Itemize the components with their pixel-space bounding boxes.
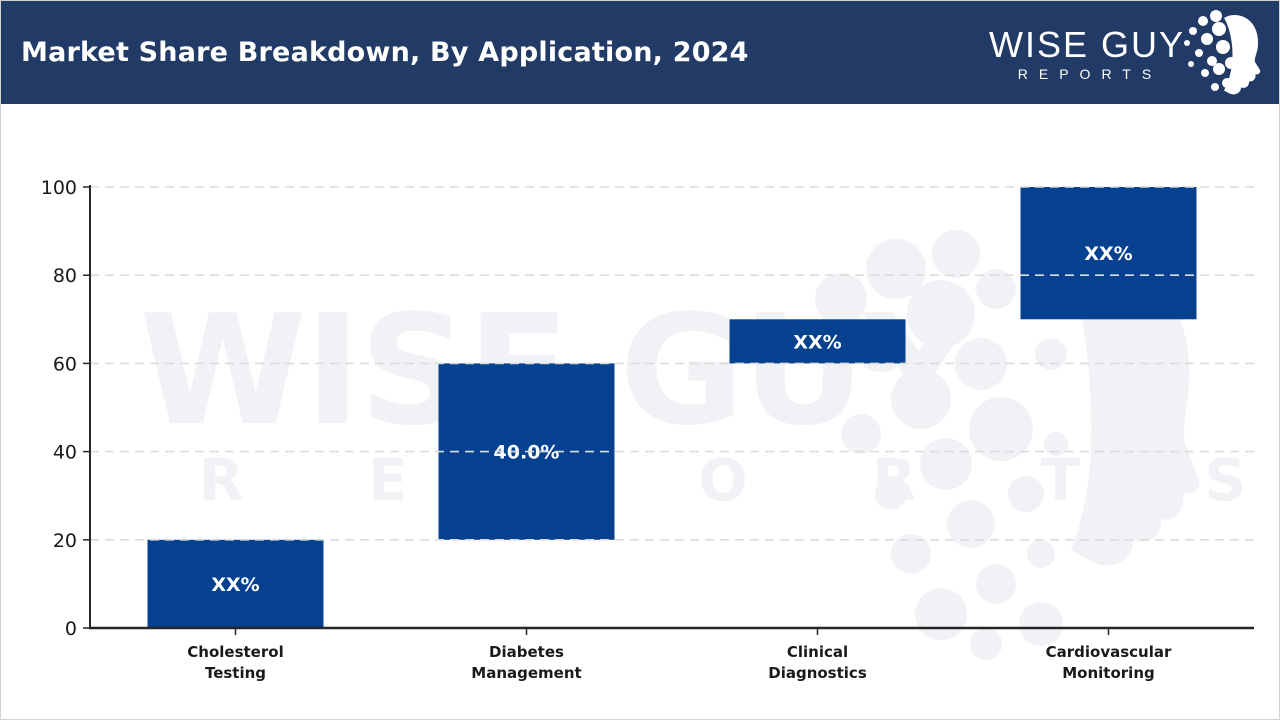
brand-subtitle: REPORTS	[1017, 65, 1163, 82]
y-tick-label: 20	[53, 530, 77, 552]
brand-name: WISE GUY	[988, 23, 1185, 65]
watermark-reports-text: R E P O R T S	[199, 446, 1280, 514]
bar-segment	[729, 319, 906, 364]
y-tick-label: 0	[65, 618, 77, 640]
header: Market Share Breakdown, By Application, …	[1, 1, 1279, 104]
bar-value-label: XX%	[793, 331, 841, 353]
y-tick-label: 100	[41, 177, 77, 199]
y-tick-label: 40	[53, 442, 77, 464]
category-label: Cardiovascular Monitoring	[1046, 643, 1172, 682]
category-label: Clinical Diagnostics	[768, 643, 867, 682]
bar-value-label: 40.0%	[494, 442, 560, 464]
y-tick-label: 60	[53, 353, 77, 375]
bar-segment	[1020, 187, 1197, 320]
bar-segment	[147, 539, 324, 628]
report-title: Market Share Breakdown, By Application, …	[21, 37, 749, 68]
bar-value-label: XX%	[211, 574, 259, 596]
chart-area: WISE GUY R E P O R T S XX% 40.0% XX% XX% 0 20…	[1, 104, 1279, 719]
bar-value-label: XX%	[1084, 243, 1132, 265]
category-label: Cholesterol Testing	[187, 643, 283, 682]
brand-head-icon	[1184, 10, 1261, 95]
category-label: Diabetes Management	[471, 643, 581, 682]
bar-chart: XX% 40.0% XX% XX% 0 20 40 60 80 100 Cholesterol Tes…	[41, 177, 1254, 682]
y-tick-label: 80	[53, 265, 77, 287]
brand-wordmark: WISE GUY REPORTS	[988, 23, 1185, 82]
brand-logo: WISE GUY REPORTS	[989, 9, 1265, 99]
